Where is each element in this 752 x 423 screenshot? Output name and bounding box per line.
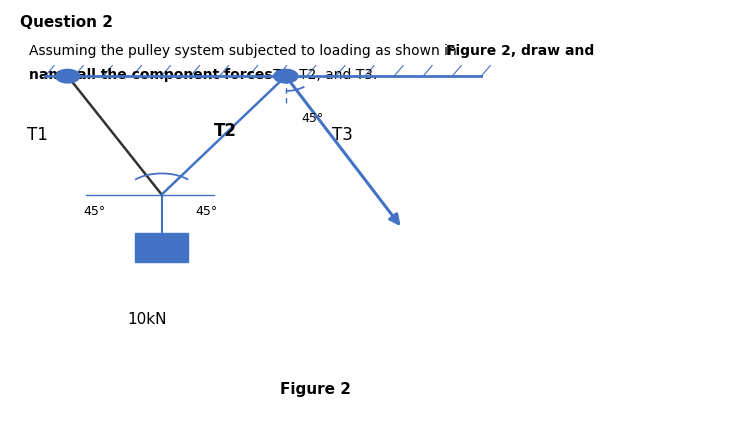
Text: T1: T1 (27, 126, 48, 144)
Text: Figure 2, draw and: Figure 2, draw and (446, 44, 594, 58)
Circle shape (56, 69, 80, 83)
Text: 10kN: 10kN (127, 312, 166, 327)
Text: name all the component forces at: name all the component forces at (29, 68, 298, 82)
Text: 45°: 45° (196, 205, 218, 218)
Circle shape (274, 69, 298, 83)
Text: 45°: 45° (83, 205, 105, 218)
Text: Figure 2: Figure 2 (280, 382, 351, 397)
Text: 45°: 45° (301, 112, 323, 125)
Text: T1, T2, and T3.: T1, T2, and T3. (273, 68, 378, 82)
Bar (135, 233, 188, 262)
Text: T3: T3 (332, 126, 353, 144)
Text: T2: T2 (214, 122, 237, 140)
Text: Question 2: Question 2 (20, 15, 114, 30)
Text: Assuming the pulley system subjected to loading as shown in: Assuming the pulley system subjected to … (29, 44, 461, 58)
